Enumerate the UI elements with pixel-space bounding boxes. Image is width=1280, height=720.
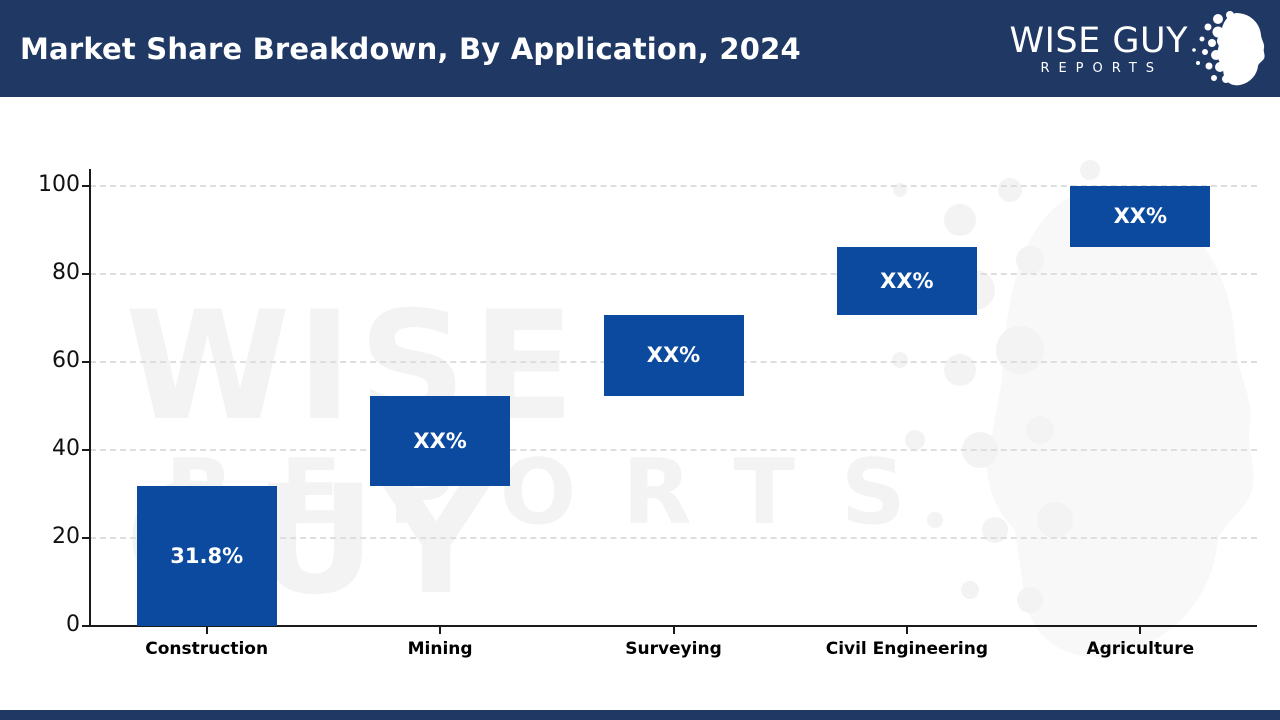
y-tick-mark [82, 537, 90, 539]
x-tick-mark [439, 626, 442, 634]
bar-value-label: XX% [646, 343, 701, 368]
wiseguy-logo: WISE GUY REPORTS [1009, 4, 1270, 94]
bar-agriculture: XX% [1070, 186, 1211, 247]
y-axis-line [89, 169, 91, 627]
y-tick-label: 60 [52, 348, 80, 373]
y-tick-mark [82, 185, 90, 187]
y-tick-mark [82, 449, 90, 451]
x-axis-label: Surveying [625, 639, 722, 659]
footer-bar [0, 710, 1280, 720]
gridline [90, 537, 1257, 539]
gridline [90, 449, 1257, 451]
x-axis-label: Construction [145, 639, 269, 659]
page-title: Market Share Breakdown, By Application, … [20, 31, 801, 66]
y-tick-label: 0 [66, 612, 80, 637]
bar-construction: 31.8% [136, 486, 277, 626]
logo-subtitle: REPORTS [1040, 61, 1164, 77]
x-tick-mark [205, 626, 208, 634]
bar-value-label: 31.8% [170, 544, 244, 569]
x-axis-label: Mining [407, 639, 473, 659]
gridline [90, 185, 1257, 187]
y-tick-label: 20 [52, 524, 80, 549]
logo-face-icon [1192, 11, 1265, 86]
y-tick-label: 40 [52, 436, 80, 461]
x-tick-mark [1139, 626, 1142, 634]
watermark-line2: REPORTS [165, 440, 952, 545]
y-tick-mark [82, 361, 90, 363]
y-tick-label: 100 [38, 172, 80, 197]
gridline [90, 273, 1257, 275]
x-tick-mark [905, 626, 908, 634]
bar-mining: XX% [370, 395, 511, 487]
bar-civil-engineering: XX% [836, 246, 977, 315]
y-tick-label: 80 [52, 260, 80, 285]
y-tick-mark [82, 625, 90, 627]
x-axis-label: Agriculture [1086, 639, 1195, 659]
bar-value-label: XX% [413, 428, 467, 453]
header-bar: Market Share Breakdown, By Application, … [0, 0, 1280, 97]
x-axis-label: Civil Engineering [825, 639, 989, 659]
y-tick-mark [82, 273, 90, 275]
x-tick-mark [672, 626, 675, 634]
bar-value-label: XX% [1113, 204, 1168, 229]
logo-wordmark: WISE GUY [1009, 20, 1188, 61]
bar-value-label: XX% [880, 268, 934, 293]
logo-text: WISE GUY REPORTS [1009, 22, 1188, 77]
bar-surveying: XX% [603, 314, 744, 396]
